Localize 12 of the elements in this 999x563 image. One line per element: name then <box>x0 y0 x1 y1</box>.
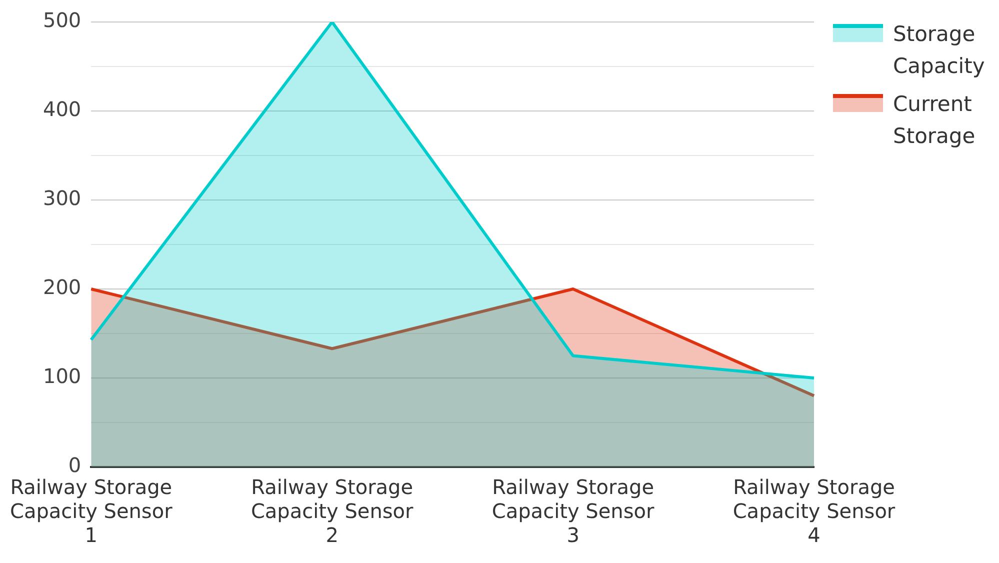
y-tick-label: 200 <box>42 275 82 300</box>
legend-label: Storage Capacity <box>893 21 986 80</box>
y-tick-label: 300 <box>42 186 82 210</box>
x-tick-label: Railway Storage Capacity Sensor 3 <box>492 475 655 548</box>
x-tick-label: Railway Storage Capacity Sensor 2 <box>250 475 414 548</box>
legend-label: Current Storage <box>893 91 976 150</box>
y-tick-label: 0 <box>68 453 82 478</box>
y-tick-label: 100 <box>42 364 82 388</box>
y-tick-label: 400 <box>42 97 82 122</box>
x-tick-label: Railway Storage Capacity Sensor 4 <box>732 475 896 548</box>
x-tick-label: Railway Storage Capacity Sensor 1 <box>10 475 174 548</box>
y-tick-label: 500 <box>42 8 82 32</box>
